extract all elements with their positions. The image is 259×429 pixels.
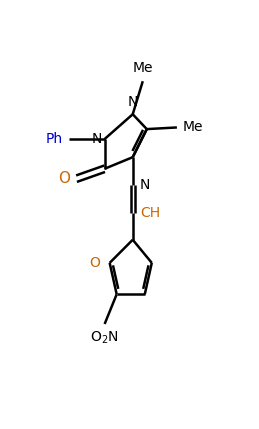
Text: O: O	[90, 256, 100, 270]
Text: Me: Me	[133, 60, 153, 75]
Text: N: N	[91, 132, 102, 146]
Text: O$_2$N: O$_2$N	[90, 329, 119, 346]
Text: CH: CH	[140, 206, 160, 221]
Text: O: O	[59, 171, 70, 186]
Text: Ph: Ph	[45, 132, 62, 146]
Text: Me: Me	[183, 121, 203, 134]
Text: N: N	[127, 95, 138, 109]
Text: N: N	[140, 178, 150, 192]
